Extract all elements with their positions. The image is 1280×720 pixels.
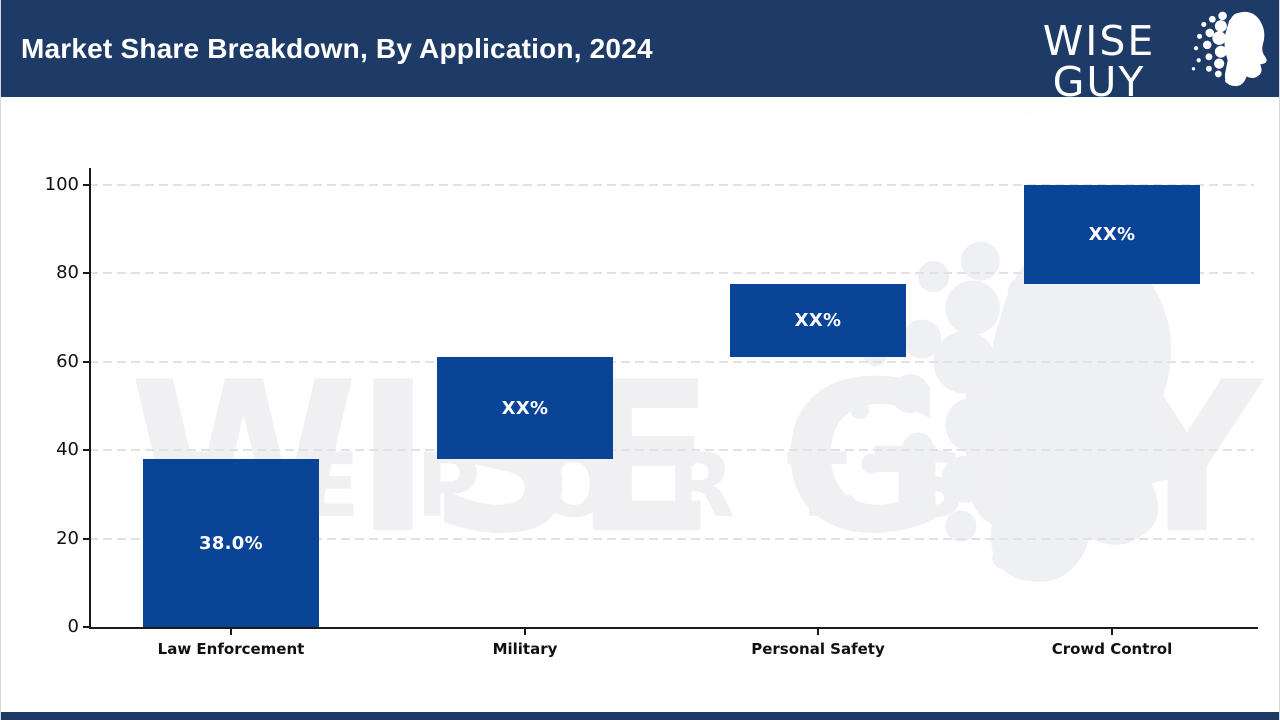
- y-tick-0: [83, 626, 89, 628]
- bar-value-label: XX%: [1088, 224, 1136, 246]
- y-tick-label-0: 0: [67, 616, 79, 637]
- y-tick-80: [83, 272, 89, 275]
- x-tick-0: [230, 629, 232, 635]
- x-category-label: Crowd Control: [1051, 640, 1173, 658]
- x-tick-3: [1111, 629, 1113, 635]
- bar-value-label: 38.0%: [199, 532, 263, 554]
- x-tick-1: [524, 629, 526, 635]
- bar-value-label: XX%: [501, 397, 549, 419]
- x-category-label: Military: [492, 640, 558, 658]
- chart-area: WISE GUY REPORTS 0 20 40 60 80 100 38.0% Law En…: [1, 97, 1279, 712]
- footer-bar: [1, 712, 1279, 720]
- wise-guy-reports-logo: WISE GUY REPORTS: [1013, 7, 1267, 122]
- y-tick-60: [83, 360, 89, 363]
- logo-subtitle: REPORTS: [1024, 106, 1180, 122]
- x-tick-2: [817, 629, 819, 635]
- bar-military: XX%: [437, 357, 613, 460]
- x-axis-line: [89, 627, 1258, 629]
- gridline-20: [89, 537, 1254, 540]
- x-category-label: Law Enforcement: [157, 640, 305, 658]
- gridline-40: [89, 449, 1254, 452]
- y-tick-label-100: 100: [44, 174, 79, 195]
- y-tick-label-20: 20: [56, 527, 79, 549]
- y-tick-20: [83, 537, 89, 540]
- y-tick-label-80: 80: [56, 262, 79, 284]
- y-tick-label-60: 60: [56, 350, 79, 372]
- gridline-60: [89, 360, 1254, 363]
- y-tick-100: [83, 184, 89, 186]
- logo-text: WISE GUY REPORTS: [1013, 17, 1185, 123]
- y-tick-label-40: 40: [56, 439, 79, 461]
- gridline-80: [89, 272, 1254, 275]
- bar-crowd-control: XX%: [1024, 185, 1200, 285]
- logo-wordmark: WISE GUY: [1042, 17, 1156, 106]
- bar-personal-safety: XX%: [730, 284, 906, 358]
- page-title: Market Share Breakdown, By Application, …: [21, 32, 653, 64]
- gridline-100: [89, 184, 1254, 186]
- y-axis-line: [89, 168, 91, 629]
- y-tick-40: [83, 449, 89, 452]
- header-bar: Market Share Breakdown, By Application, …: [1, 0, 1279, 122]
- bar-law-enforcement: 38.0%: [143, 459, 319, 627]
- bar-value-label: XX%: [794, 310, 842, 332]
- dotted-head-logo-icon: [1191, 11, 1267, 87]
- watermark-dotted-head-icon: [840, 241, 1182, 582]
- x-category-label: Personal Safety: [751, 640, 885, 658]
